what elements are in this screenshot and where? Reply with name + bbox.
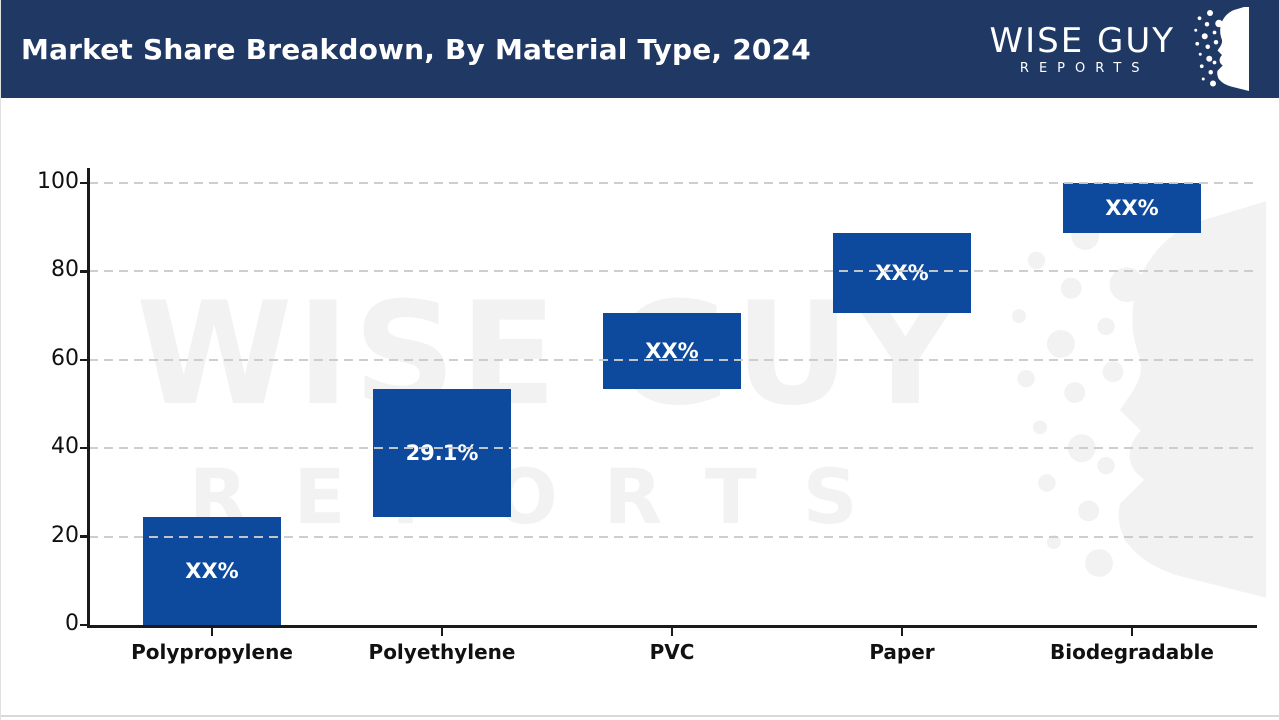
wise-guy-reports-logo: WISE GUY REPORTS	[989, 7, 1253, 91]
x-tick	[1130, 628, 1134, 636]
x-tick	[210, 628, 214, 636]
bar-value-label: XX%	[185, 559, 239, 584]
y-tick	[80, 358, 88, 362]
gridline	[89, 270, 1257, 273]
y-tick-label: 20	[51, 522, 79, 548]
x-tick-label: Biodegradable	[1050, 640, 1214, 664]
gridline	[89, 182, 1257, 184]
x-axis-line	[87, 625, 1257, 628]
logo-text: WISE GUY REPORTS	[989, 23, 1175, 76]
face-dots-icon	[1194, 7, 1249, 91]
page-title: Market Share Breakdown, By Material Type…	[21, 32, 811, 66]
gridline	[89, 535, 1257, 538]
logo-subtext: REPORTS	[1019, 60, 1150, 76]
watermark-wordmark: WISE GUY	[136, 272, 961, 437]
bar-value-label: XX%	[875, 260, 929, 285]
bar-segment: XX%	[833, 232, 971, 314]
y-tick-label: 60	[51, 345, 79, 371]
y-tick	[80, 535, 88, 538]
gridline	[89, 447, 1257, 450]
x-tick	[440, 628, 444, 636]
y-tick	[80, 446, 88, 450]
chart-header: Market Share Breakdown, By Material Type…	[1, 0, 1279, 98]
bar-segment: XX%	[1063, 183, 1201, 233]
bar-segment: 29.1%	[373, 388, 511, 518]
x-tick-label: Polypropylene	[131, 640, 293, 664]
logo-wordmark: WISE GUY	[989, 20, 1175, 61]
bar-segment: XX%	[143, 517, 281, 625]
y-tick-label: 80	[51, 257, 79, 283]
y-tick	[80, 270, 88, 273]
y-tick	[80, 623, 88, 627]
bar-value-label: XX%	[1105, 195, 1159, 220]
y-tick-label: 0	[65, 611, 79, 636]
x-tick-label: Paper	[869, 640, 935, 664]
bar-value-label: 29.1%	[405, 440, 479, 465]
bar-segment: XX%	[603, 313, 741, 389]
x-tick	[670, 628, 674, 636]
y-tick-label: 40	[51, 434, 79, 460]
y-tick	[80, 181, 88, 185]
y-axis-line	[87, 168, 90, 627]
x-tick-label: Polyethylene	[368, 640, 516, 664]
x-tick-label: PVC	[649, 640, 695, 664]
figure-bottom-border	[1, 715, 1279, 717]
gridline	[89, 358, 1257, 361]
y-tick-label: 100	[37, 169, 79, 194]
x-tick	[900, 628, 904, 636]
watermark-subtext: REPORTS	[189, 452, 904, 541]
